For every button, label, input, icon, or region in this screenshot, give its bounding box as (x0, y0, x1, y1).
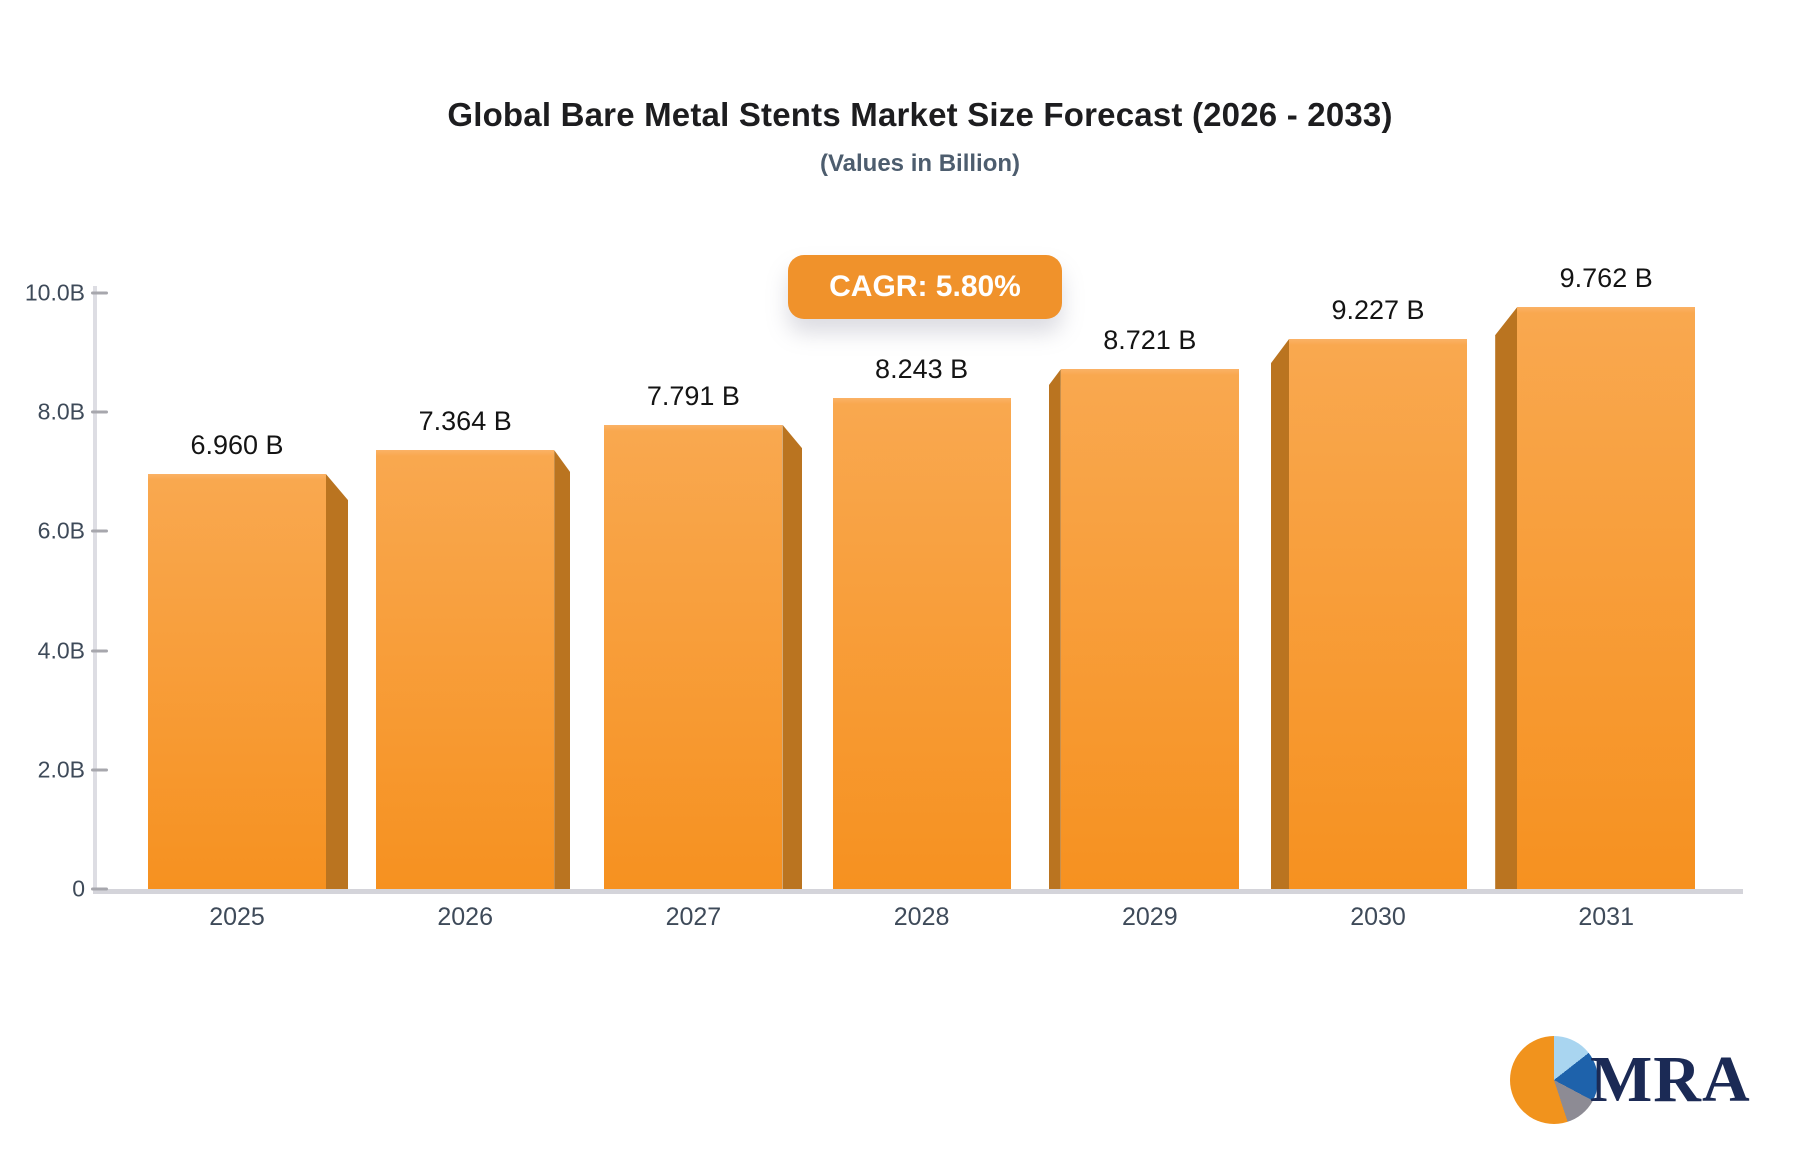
chart-subtitle: (Values in Billion) (819, 150, 1021, 177)
x-axis-label: 2025 (209, 903, 265, 931)
y-axis-tick-label: 8.0B (37, 398, 85, 425)
brand-logo: MRA (1510, 1036, 1751, 1124)
x-axis-label: 2028 (893, 903, 950, 931)
y-axis-tick-label: 0 (72, 875, 85, 902)
pie-chart-logo-icon (1510, 1036, 1598, 1124)
y-axis-tick-mark (91, 887, 108, 891)
bar-value-label: 7.364 B (418, 406, 512, 437)
y-axis-line (93, 286, 97, 893)
y-axis-tick-label: 4.0B (37, 637, 85, 664)
bar (376, 450, 555, 889)
bar-value-label: 9.227 B (1331, 295, 1425, 326)
bar-3d-side (554, 450, 571, 889)
y-axis-tick-mark (91, 768, 108, 772)
x-axis-label: 2031 (1578, 903, 1634, 931)
bar (1517, 307, 1696, 889)
chart-title: Global Bare Metal Stents Market Size For… (447, 96, 1393, 133)
bar-3d-side (1048, 369, 1061, 889)
y-axis-tick-mark (91, 291, 108, 295)
bar (604, 424, 783, 889)
y-axis-tick-label: 10.0B (24, 279, 85, 306)
bar-value-label: 8.721 B (1103, 325, 1197, 356)
bar (1289, 339, 1467, 889)
bar-3d-side (1495, 307, 1518, 889)
bar-3d-side (326, 474, 348, 889)
y-axis-tick-label: 2.0B (37, 756, 85, 783)
x-axis-label: 2030 (1350, 903, 1406, 931)
bar-3d-side (1271, 339, 1289, 889)
y-axis-tick-mark (91, 410, 108, 414)
bar-value-label: 6.960 B (190, 430, 284, 461)
x-axis-line (93, 889, 1743, 894)
cagr-badge: CAGR: 5.80% (788, 255, 1062, 319)
y-axis-tick-mark (91, 649, 108, 653)
bar (1060, 369, 1239, 889)
x-axis-label: 2027 (665, 903, 722, 931)
y-axis-tick-mark (91, 529, 108, 533)
bar-value-label: 7.791 B (646, 380, 740, 411)
x-axis-label: 2026 (437, 903, 493, 931)
bar-value-label: 9.762 B (1559, 263, 1653, 294)
bar-value-label: 8.243 B (875, 353, 969, 384)
bar (832, 397, 1011, 889)
bar-3d-side (782, 424, 803, 889)
x-axis-label: 2029 (1121, 903, 1178, 931)
y-axis-tick-label: 6.0B (37, 517, 85, 544)
brand-logo-text: MRA (1590, 1043, 1751, 1116)
bar (148, 474, 326, 889)
